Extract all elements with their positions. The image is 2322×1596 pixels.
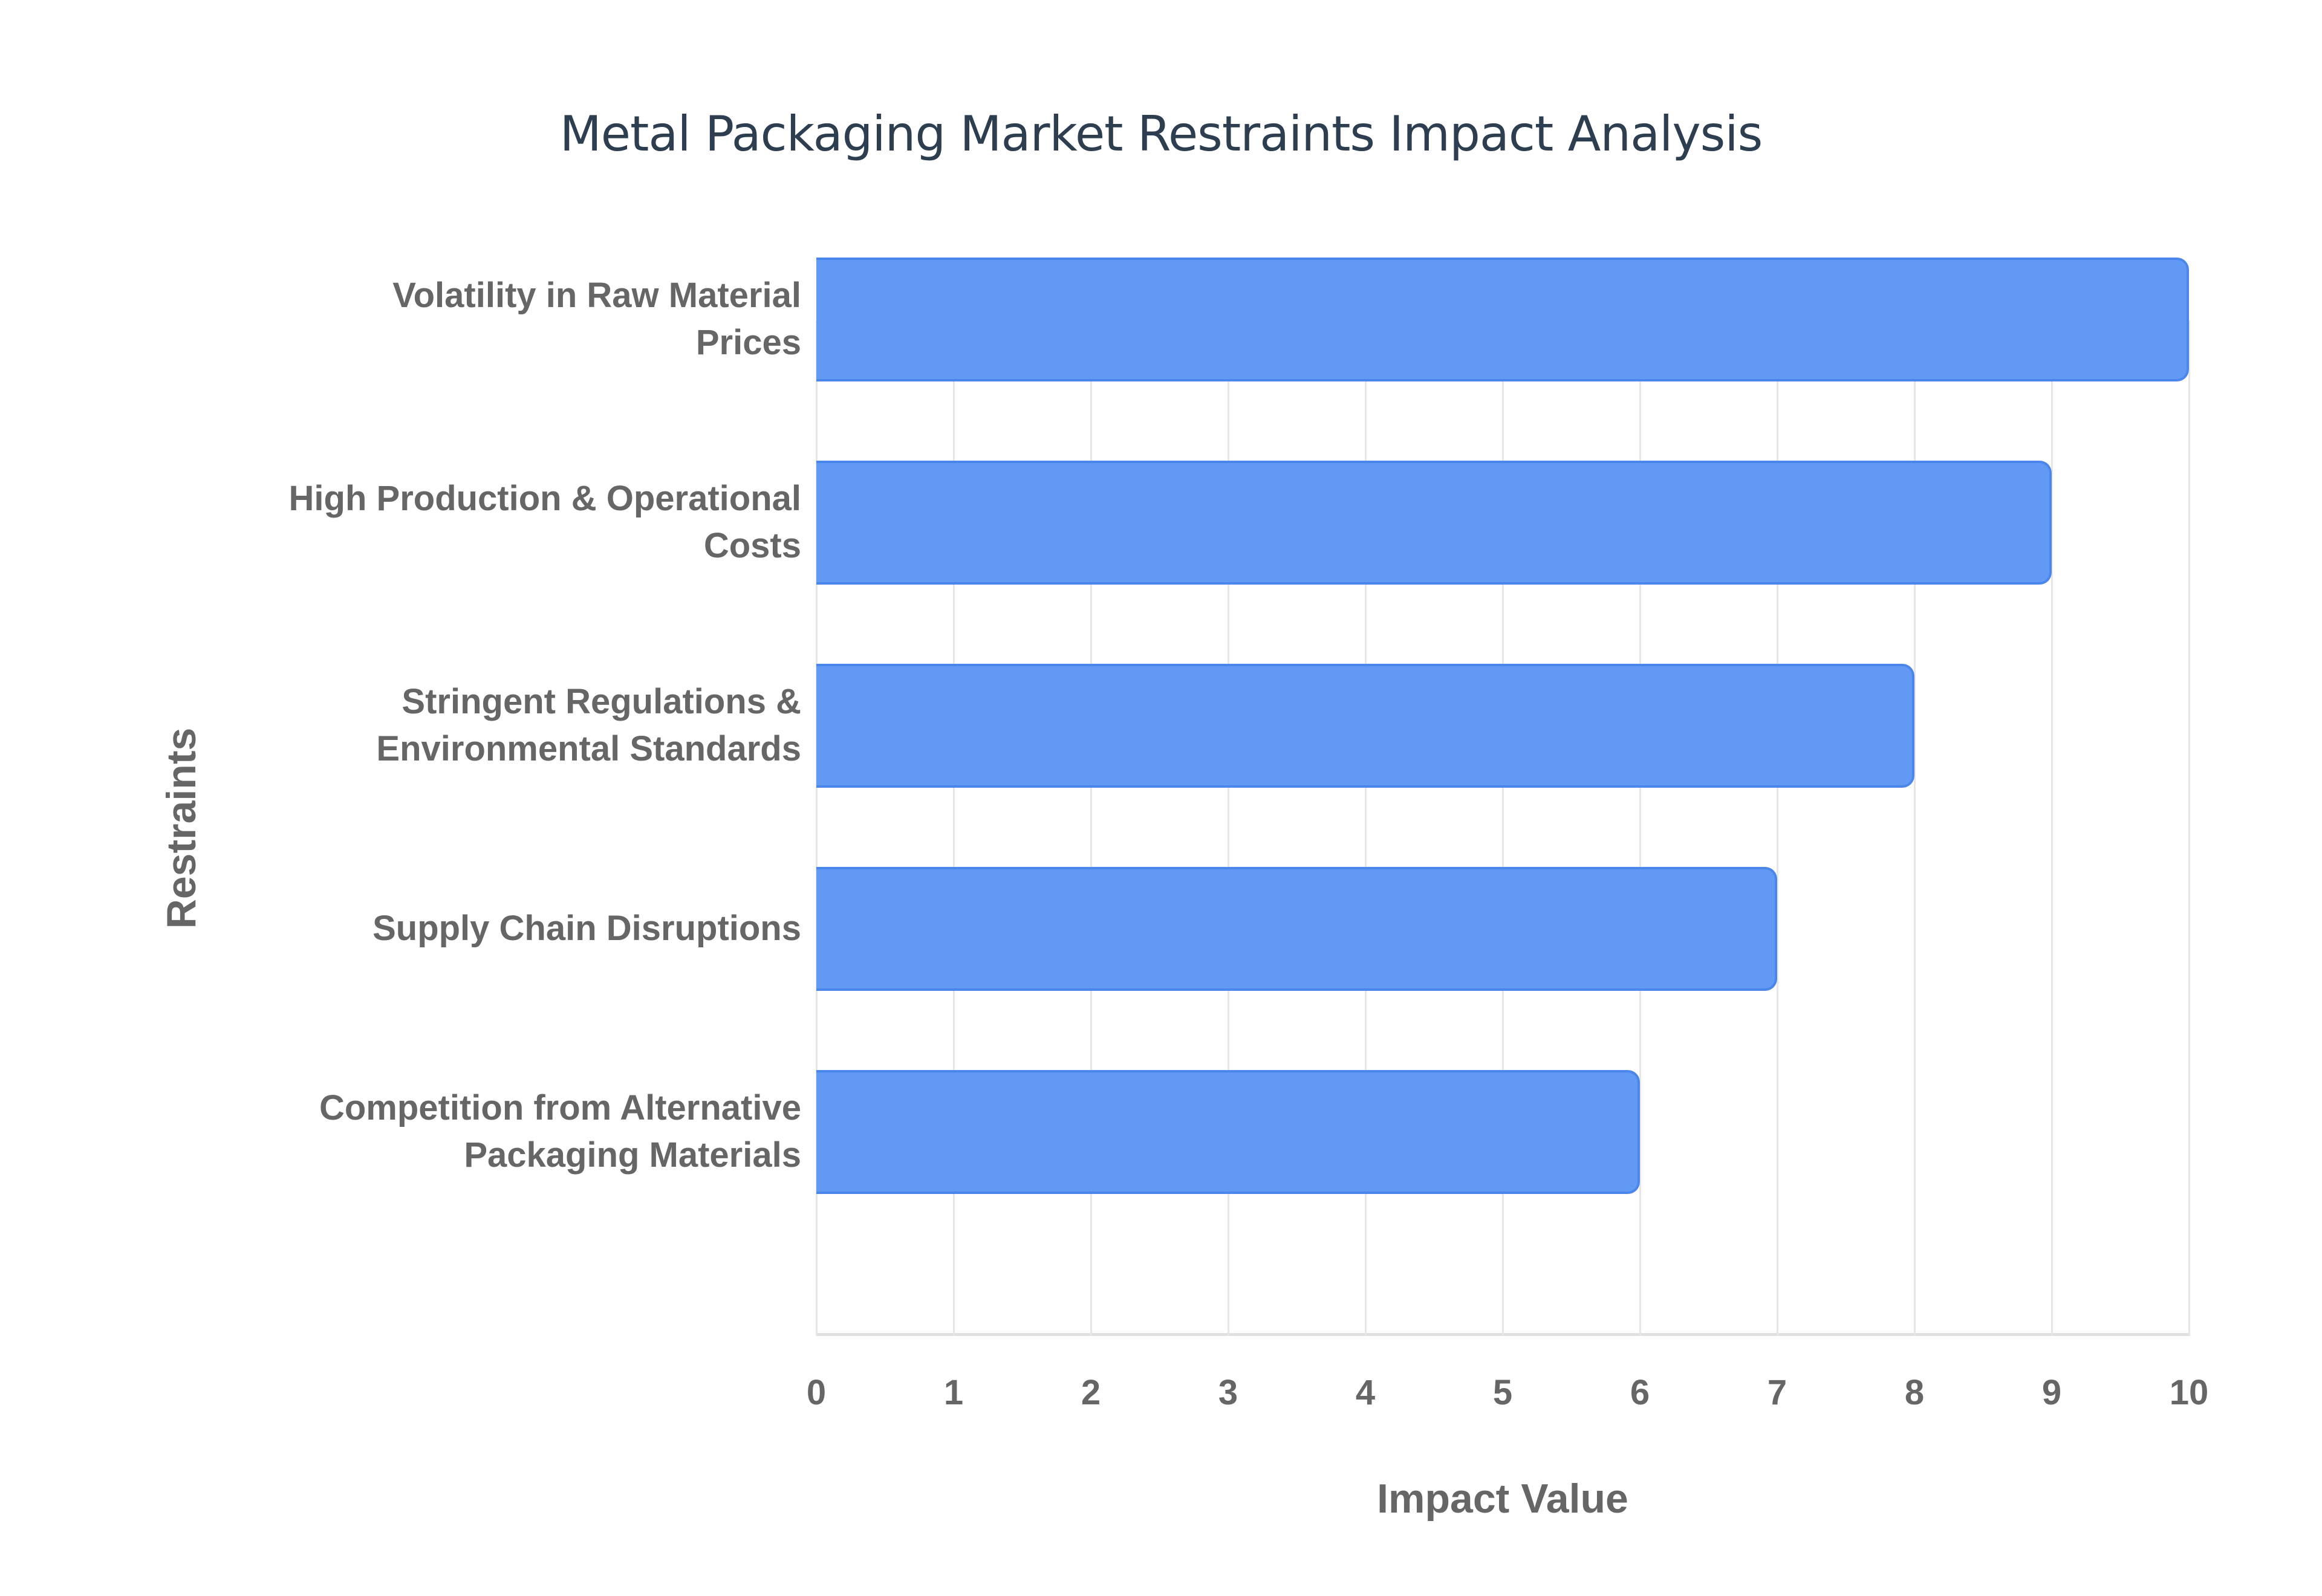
bar[interactable] [816,664,1914,788]
x-tick-label: 7 [1767,1373,1787,1412]
y-tick-label: Competition from Alternative Packaging Ma… [319,1088,801,1175]
gridline [2051,320,2053,1336]
gridline [1090,320,1092,1336]
gridline [953,320,955,1336]
y-tick-label: Stringent Regulations & Environmental Sta… [376,682,801,768]
gridline [1502,320,1504,1336]
x-tick-label: 10 [2169,1373,2209,1412]
y-axis-title: Restraints [158,727,204,929]
bar[interactable] [816,1070,1640,1194]
x-tick-label: 5 [1492,1373,1513,1412]
y-tick-label: Supply Chain Disruptions [372,909,801,948]
gridline [1914,320,1916,1336]
y-tick-label: High Production & Operational Costs [288,479,801,565]
bar[interactable] [816,258,2189,381]
gridline [1639,320,1641,1336]
bar[interactable] [816,461,2052,585]
gridline [2188,320,2190,1336]
gridline [1777,320,1778,1336]
x-tick-label: 0 [806,1373,827,1412]
bar[interactable] [816,867,1777,991]
x-tick-label: 1 [943,1373,964,1412]
gridline [1228,320,1229,1336]
gridline [816,320,818,1336]
x-axis-title: Impact Value [1377,1476,1628,1522]
gridline [1365,320,1367,1336]
x-tick-label: 3 [1218,1373,1238,1412]
x-tick-label: 6 [1630,1373,1650,1412]
x-tick-label: 2 [1081,1373,1101,1412]
x-tick-label: 4 [1355,1373,1376,1412]
x-tick-label: 9 [2041,1373,2062,1412]
x-tick-label: 8 [1904,1373,1925,1412]
chart-title: Metal Packaging Market Restraints Impact… [559,106,1763,162]
y-tick-label: Volatility in Raw Material Prices [392,276,801,362]
plot-area [816,258,2190,1336]
